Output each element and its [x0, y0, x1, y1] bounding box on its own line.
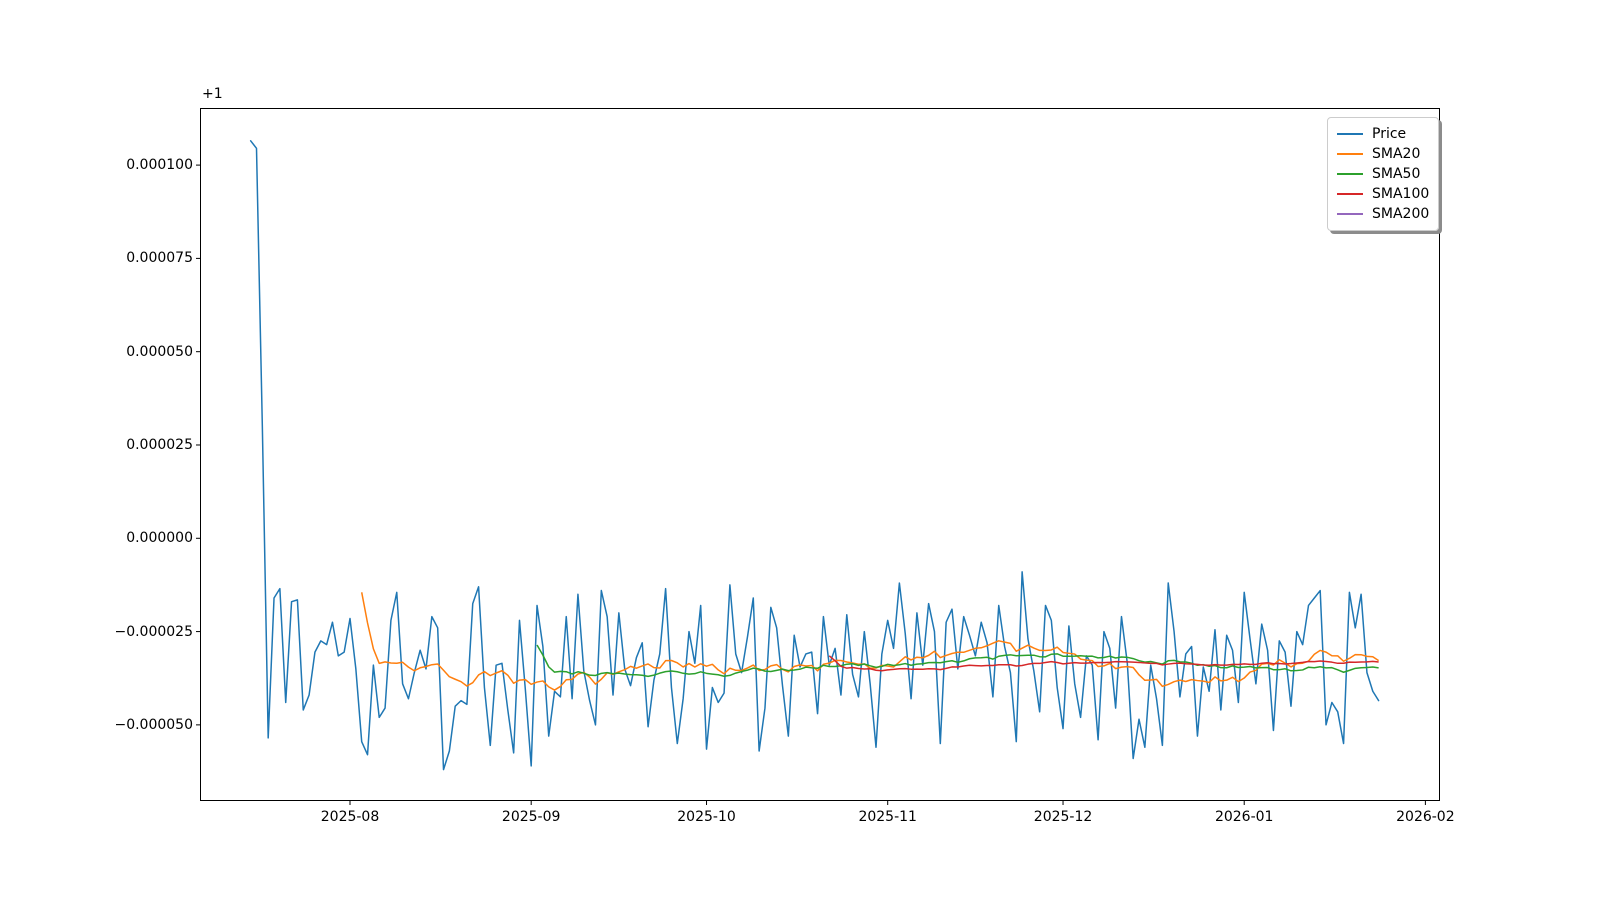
legend-line-sample: [1337, 213, 1363, 215]
y-tick-label: −0.000050: [114, 716, 193, 733]
legend-label: Price: [1372, 126, 1407, 142]
y-tick-label: −0.000025: [114, 623, 193, 640]
legend-item-price: Price: [1337, 124, 1429, 144]
sma100-line: [828, 655, 1379, 672]
y-tick-label: 0.000050: [126, 343, 193, 360]
x-tick-label: 2025-09: [501, 809, 561, 825]
legend-label: SMA200: [1372, 206, 1430, 222]
x-tick-label: 2026-01: [1214, 809, 1274, 825]
y-tick-label: 0.000000: [126, 530, 193, 547]
x-tick-label: 2025-11: [858, 809, 917, 825]
legend-line-sample: [1337, 193, 1363, 195]
legend-label: SMA50: [1372, 166, 1421, 182]
sma50-line: [536, 644, 1379, 678]
legend-label: SMA100: [1372, 186, 1430, 202]
legend-item-sma100: SMA100: [1337, 184, 1429, 204]
legend-item-sma20: SMA20: [1337, 144, 1429, 164]
legend-label: SMA20: [1372, 146, 1421, 162]
y-axis-offset-label: +1: [202, 86, 223, 102]
plot-border: [200, 108, 1440, 801]
x-tick-label: 2025-12: [1033, 809, 1093, 825]
legend-line-sample: [1337, 133, 1363, 135]
y-tick-label: 0.000025: [126, 436, 193, 453]
y-tick-label: 0.000100: [126, 157, 193, 174]
legend-item-sma200: SMA200: [1337, 204, 1429, 224]
legend-line-sample: [1337, 173, 1363, 175]
x-tick-label: 2025-10: [677, 809, 736, 825]
plot-area: [196, 108, 1440, 805]
price-line: [249, 140, 1380, 771]
legend: Price SMA20 SMA50 SMA100 SMA200: [1327, 117, 1440, 231]
y-tick-label: 0.000075: [126, 250, 193, 267]
legend-line-sample: [1337, 153, 1363, 155]
x-tick-label: 2026-02: [1396, 809, 1455, 825]
x-tick-label: 2025-08: [320, 809, 380, 825]
legend-item-sma50: SMA50: [1337, 164, 1429, 184]
